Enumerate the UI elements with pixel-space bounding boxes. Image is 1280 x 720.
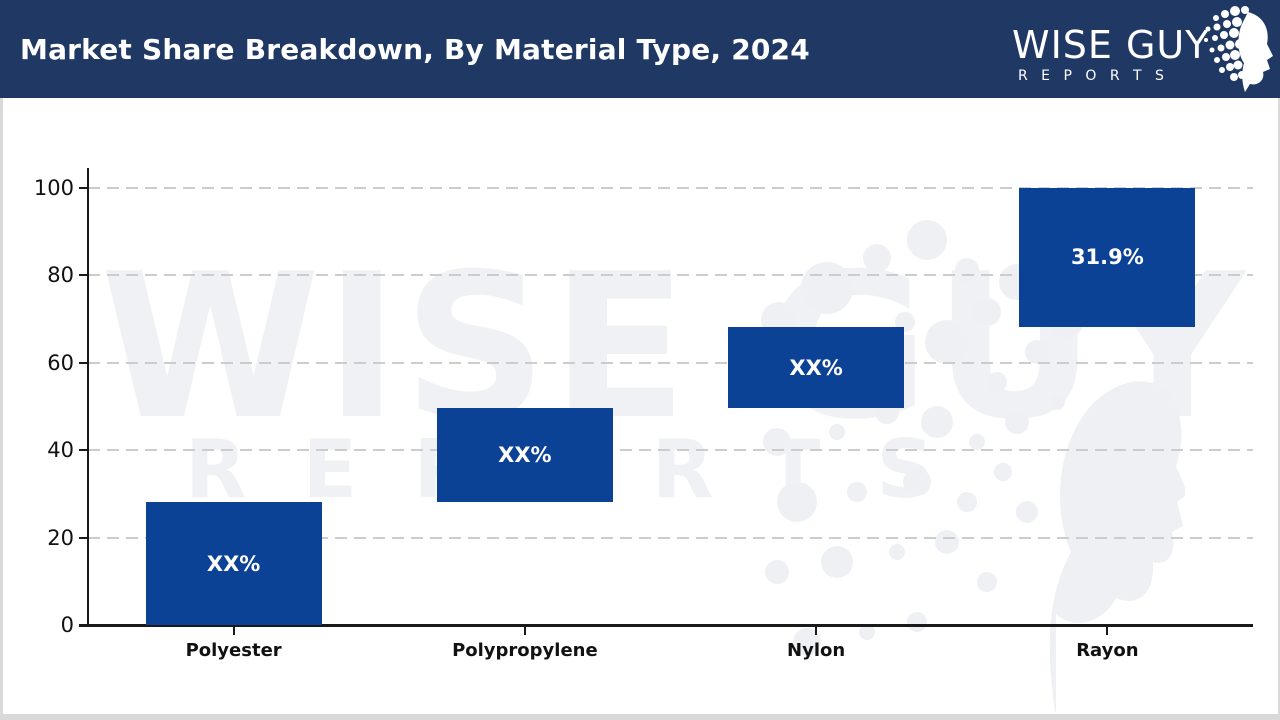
y-axis-line: [87, 168, 89, 627]
y-tick: [79, 361, 88, 364]
y-tick-label: 60: [47, 350, 74, 375]
logo-face-icon: [1204, 6, 1273, 92]
bar-value-label: 31.9%: [1070, 245, 1144, 270]
x-tick-label: Nylon: [787, 640, 846, 661]
bar-value-label: XX%: [206, 551, 261, 576]
grid-line: [88, 449, 1253, 451]
header: Market Share Breakdown, By Material Type…: [0, 0, 1280, 98]
frame-border-right: [1278, 98, 1280, 714]
logo-wordmark: WISE GUY: [1012, 23, 1209, 67]
y-tick-label: 0: [60, 613, 74, 637]
bar: 31.9%: [1019, 187, 1196, 328]
x-tick: [232, 627, 235, 635]
bar: XX%: [436, 408, 613, 503]
x-tick-label: Rayon: [1076, 640, 1139, 661]
grid-line: [88, 361, 1253, 364]
x-tick-label: Polyester: [185, 640, 282, 661]
grid-line: [88, 274, 1253, 276]
frame-border-left: [0, 98, 3, 714]
x-tick-label: Polypropylene: [452, 640, 598, 661]
bar-value-label: XX%: [789, 355, 843, 380]
x-tick: [1106, 627, 1109, 635]
y-tick: [79, 536, 88, 539]
y-tick-label: 20: [47, 525, 74, 550]
x-tick: [815, 627, 818, 635]
y-tick-label: 100: [33, 175, 74, 200]
frame-border-bottom: [0, 714, 1280, 720]
y-tick-label: 80: [47, 263, 74, 287]
y-tick: [79, 186, 88, 189]
logo-reports-text: R E P O R T S: [1018, 68, 1168, 84]
y-tick: [79, 274, 88, 276]
page-title: Market Share Breakdown, By Material Type…: [20, 32, 810, 66]
y-tick-label: 40: [47, 438, 74, 462]
x-axis-line: [79, 624, 1253, 627]
bar: XX%: [145, 502, 322, 625]
grid-line: [88, 536, 1253, 539]
bar: XX%: [728, 327, 905, 408]
grid-line: [88, 186, 1253, 189]
bar-value-label: XX%: [498, 443, 552, 468]
y-tick: [79, 449, 88, 451]
wise-guy-logo: WISE GUY R E P O R T S: [1012, 6, 1273, 92]
x-tick: [523, 627, 526, 635]
